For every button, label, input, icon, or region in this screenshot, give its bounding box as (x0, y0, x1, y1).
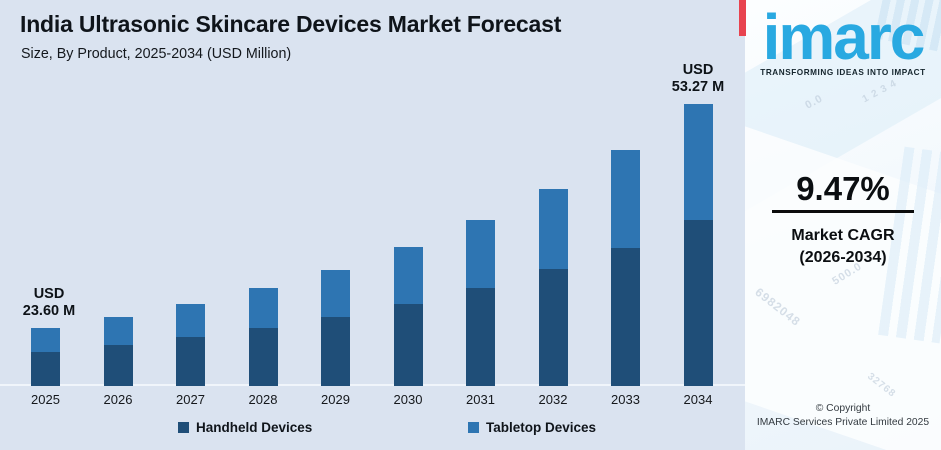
legend-swatch-handheld (178, 422, 189, 433)
bar-segment-tabletop (611, 150, 640, 248)
cagr-label: Market CAGR (791, 227, 895, 244)
legend-label-handheld: Handheld Devices (196, 420, 313, 435)
x-tick-2030: 2030 (393, 392, 423, 407)
bar-segment-handheld (683, 220, 713, 386)
bar-segment-tabletop (176, 304, 205, 337)
watermark-text: 6982048 (752, 284, 804, 330)
bar-segment-handheld (31, 352, 60, 386)
bar-segment-handheld (466, 288, 495, 386)
bar-2028 (248, 288, 278, 386)
cagr-divider (772, 210, 914, 213)
watermark-text: 0.0 (803, 92, 826, 112)
x-axis-line (0, 384, 745, 386)
bar-segment-handheld (393, 304, 423, 386)
bar-segment-handheld (176, 337, 205, 386)
watermark-text: 32768 (865, 371, 898, 400)
legend-swatch-tabletop (468, 422, 479, 433)
copyright-line1: © Copyright (815, 403, 871, 414)
bar-segment-tabletop (538, 189, 568, 269)
bar-2025 (31, 328, 60, 386)
red-accent-strip (739, 0, 746, 36)
value-label-2034-currency: USD (682, 62, 714, 78)
bar-segment-tabletop (393, 247, 423, 304)
value-label-2025-currency: USD (33, 286, 65, 302)
bar-segment-handheld (321, 317, 350, 386)
x-tick-2034: 2034 (683, 392, 713, 407)
value-label-2034-amount: 53.27 M (671, 78, 725, 95)
legend: Handheld Devices Tabletop Devices (0, 420, 745, 442)
chart-panel: India Ultrasonic Skincare Devices Market… (0, 11, 746, 442)
value-label-2025: USD 23.60 M (10, 286, 88, 319)
x-tick-2033: 2033 (611, 392, 640, 407)
x-tick-2032: 2032 (538, 392, 568, 407)
x-tick-2028: 2028 (248, 392, 278, 407)
bar-segment-tabletop (321, 270, 350, 317)
bar-2034 (683, 104, 713, 386)
page-title: India Ultrasonic Skincare Devices Market… (20, 11, 562, 37)
brand-sidebar: 6982048 0.0 1 2 3 4 500.0 32768 imarc TRANSF… (745, 0, 941, 450)
bar-segment-tabletop (31, 328, 60, 352)
copyright-notice: © Copyright IMARC Services Private Limit… (745, 402, 941, 430)
bar-2027 (176, 304, 205, 386)
bar-segment-handheld (248, 328, 278, 386)
copyright-line2: IMARC Services Private Limited 2025 (756, 417, 930, 428)
bar-2032 (538, 189, 568, 386)
bar-segment-handheld (103, 345, 133, 386)
x-tick-2031: 2031 (466, 392, 495, 407)
imarc-logo-text: imarc (762, 1, 926, 73)
watermark-text: 1 2 3 4 (860, 77, 899, 106)
bar-2033 (611, 150, 640, 386)
page-subtitle: Size, By Product, 2025-2034 (USD Million… (21, 46, 292, 62)
legend-item-tabletop-devices: Tabletop Devices (468, 420, 596, 435)
bar-2030 (393, 247, 423, 386)
legend-label-tabletop: Tabletop Devices (486, 420, 597, 435)
bar-2031 (466, 220, 495, 386)
value-label-2025-amount: 23.60 M (22, 302, 76, 319)
imarc-tagline: TRANSFORMING IDEAS INTO IMPACT (760, 68, 926, 77)
bar-2029 (321, 270, 350, 386)
cagr-period: (2026-2034) (799, 249, 887, 266)
legend-item-handheld-devices: Handheld Devices (178, 420, 312, 435)
bar-segment-tabletop (683, 104, 713, 220)
x-tick-2026: 2026 (103, 392, 133, 407)
x-tick-2029: 2029 (321, 392, 350, 407)
bar-segment-tabletop (248, 288, 278, 328)
bar-segment-tabletop (466, 220, 495, 288)
value-label-2034: USD 53.27 M (650, 62, 746, 95)
x-tick-2027: 2027 (176, 392, 205, 407)
bar-segment-tabletop (103, 317, 133, 345)
x-tick-2025: 2025 (31, 392, 60, 407)
imarc-logo: imarc TRANSFORMING IDEAS INTO IMPACT (745, 4, 941, 77)
plot-area: USD 23.60 M USD 53.27 M 2025 2026 2027 2028… (0, 62, 746, 407)
bar-segment-handheld (538, 269, 568, 386)
cagr-value: 9.47% (796, 170, 890, 207)
bar-2026 (103, 317, 133, 386)
bar-segment-handheld (611, 248, 640, 386)
